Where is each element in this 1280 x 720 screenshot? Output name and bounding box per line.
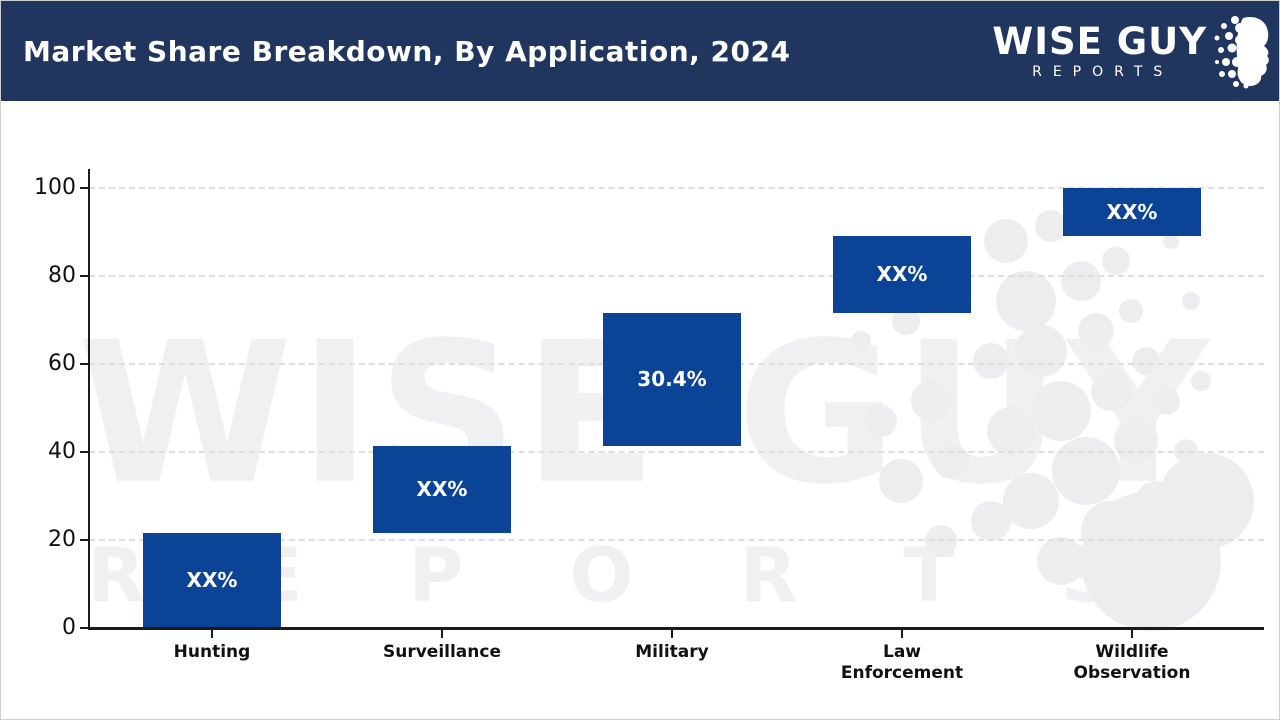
gridline-20 [89, 539, 1264, 541]
bar-label-law-enforcement: XX% [876, 262, 928, 287]
wise-guy-reports-logo: WISE GUY REPORTS [992, 12, 1273, 90]
x-axis-line [89, 627, 1264, 630]
y-tick-label-80: 80 [48, 263, 76, 288]
y-tick-label-20: 20 [48, 527, 76, 552]
x-tick-label-wildlife-observation: Wildlife Observation [1073, 642, 1191, 684]
y-tick-40 [80, 451, 89, 453]
chart-area: WISE GUY R E P O R T S 0 20 40 60 80 100 XX% XX… [1, 101, 1279, 719]
logo-subtitle: REPORTS [1032, 63, 1174, 80]
bar-label-hunting: XX% [186, 568, 238, 593]
bar-surveillance: XX% [373, 446, 511, 533]
page-title: Market Share Breakdown, By Application, … [23, 34, 791, 68]
x-tick-label-law-enforcement: Law Enforcement [840, 642, 964, 684]
logo-text: WISE GUY REPORTS [992, 23, 1207, 80]
y-tick-label-0: 0 [62, 615, 76, 640]
bar-hunting: XX% [143, 532, 281, 628]
x-tick-label-military: Military [635, 642, 709, 662]
x-tick-law-enforcement [901, 629, 903, 638]
bar-law-enforcement: XX% [833, 235, 971, 313]
y-tick-label-40: 40 [48, 439, 76, 464]
y-axis-line [88, 169, 90, 630]
x-tick-label-surveillance: Surveillance [382, 642, 501, 662]
x-tick-military [671, 629, 673, 638]
y-tick-label-60: 60 [48, 351, 76, 376]
dotted-head-profile-icon [1214, 16, 1269, 89]
gridline-40 [89, 451, 1264, 453]
x-tick-wildlife-observation [1131, 629, 1133, 638]
y-tick-label-100: 100 [34, 175, 76, 200]
y-tick-100 [80, 187, 89, 189]
y-tick-0 [80, 627, 89, 629]
header-bar: Market Share Breakdown, By Application, … [1, 1, 1279, 101]
y-tick-60 [80, 363, 89, 365]
bar-label-wildlife-observation: XX% [1106, 199, 1158, 224]
bar-label-military: 30.4% [637, 367, 707, 392]
y-tick-80 [80, 275, 89, 277]
y-tick-20 [80, 539, 89, 541]
x-tick-hunting [211, 629, 213, 638]
logo-wordmark: WISE GUY [992, 19, 1207, 63]
x-tick-surveillance [441, 629, 443, 638]
gridline-80 [89, 275, 1264, 277]
bar-military: 30.4% [603, 312, 741, 447]
gridline-100 [89, 187, 1264, 189]
bar-wildlife-observation: XX% [1063, 188, 1201, 236]
bar-label-surveillance: XX% [416, 477, 468, 502]
x-tick-label-hunting: Hunting [173, 642, 251, 662]
